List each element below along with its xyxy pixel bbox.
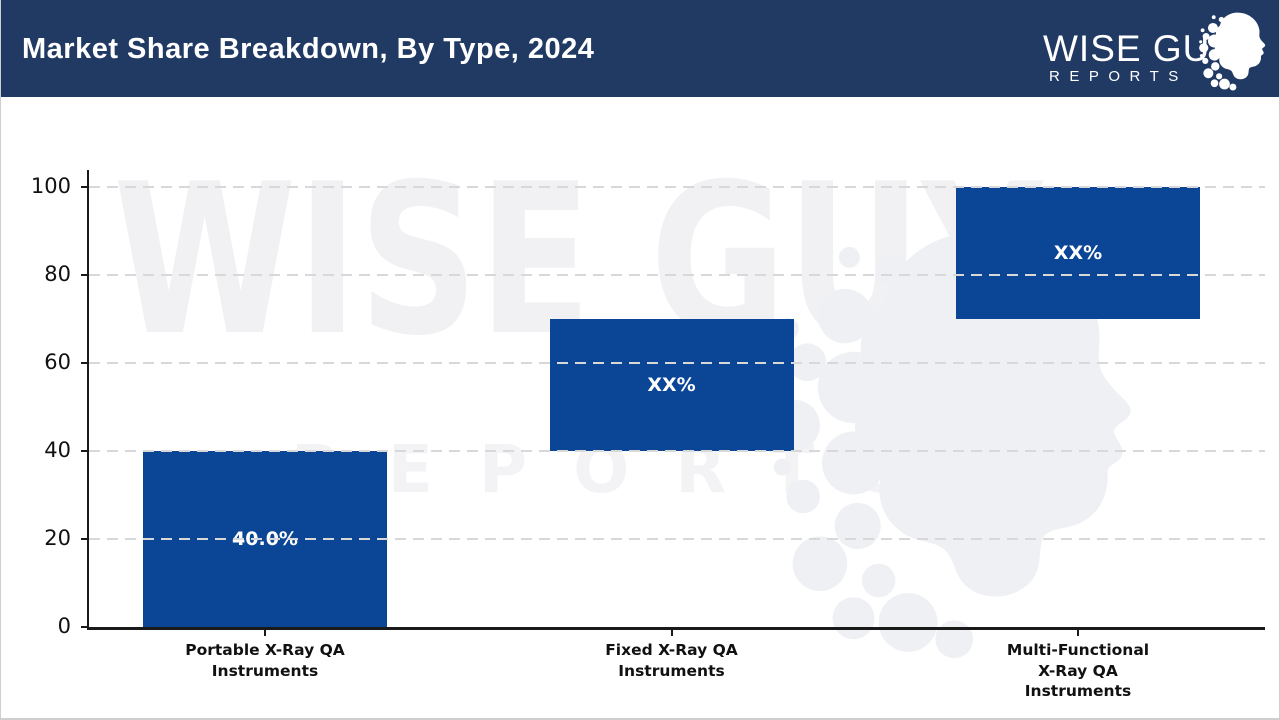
- category-label-1: Portable X-Ray QA Instruments: [95, 640, 435, 681]
- y-tick-mark-60: [81, 362, 89, 364]
- y-tick-label-100: 100: [30, 174, 71, 198]
- chart-bar-3: XX%: [956, 187, 1200, 319]
- y-tick-label-60: 60: [44, 350, 71, 374]
- y-tick-mark-80: [81, 274, 89, 276]
- logo-head-profile-icon: [1199, 12, 1266, 91]
- y-tick-label-0: 0: [57, 614, 71, 638]
- category-label-3: Multi-Functional X-Ray QA Instruments: [908, 640, 1248, 702]
- y-tick-label-20: 20: [44, 526, 71, 550]
- x-tick-mark-1: [264, 629, 266, 636]
- category-label-line: X-Ray QA: [1038, 661, 1118, 680]
- y-tick-mark-100: [81, 186, 89, 188]
- category-label-2: Fixed X-Ray QA Instruments: [502, 640, 842, 681]
- bar-value-label: XX%: [1053, 242, 1103, 264]
- chart-title: Market Share Breakdown, By Type, 2024: [22, 33, 595, 65]
- y-tick-mark-0: [81, 626, 89, 628]
- header-bar: Market Share Breakdown, By Type, 2024 WI…: [1, 0, 1279, 97]
- x-tick-mark-2: [670, 629, 673, 636]
- category-label-line: Instruments: [618, 661, 725, 680]
- bar-value-label: XX%: [647, 374, 696, 396]
- y-tick-mark-40: [81, 450, 89, 452]
- y-tick-mark-20: [81, 538, 89, 540]
- gridline-100: [89, 186, 1265, 188]
- gridline-20: [89, 538, 1265, 540]
- y-tick-label-80: 80: [44, 262, 71, 286]
- gridline-80: [89, 274, 1265, 276]
- category-label-line: Instruments: [211, 661, 319, 680]
- x-tick-mark-3: [1077, 629, 1079, 636]
- category-label-line: Fixed X-Ray QA: [605, 641, 738, 659]
- gridline-40: [89, 450, 1265, 452]
- wise-guy-reports-logo: WISE GUY REPORTS: [1011, 6, 1271, 94]
- y-tick-label-40: 40: [44, 438, 71, 462]
- y-axis-line: [87, 170, 89, 629]
- logo-reports-text: REPORTS: [1049, 68, 1188, 85]
- gridline-60: [89, 362, 1265, 364]
- category-label-line: Instruments: [1024, 682, 1132, 700]
- chart-bar-2: XX%: [549, 319, 794, 451]
- category-label-line: Portable X-Ray QA: [185, 641, 345, 659]
- category-label-line: Multi-Functional: [1006, 641, 1150, 659]
- x-axis-line: [87, 627, 1265, 630]
